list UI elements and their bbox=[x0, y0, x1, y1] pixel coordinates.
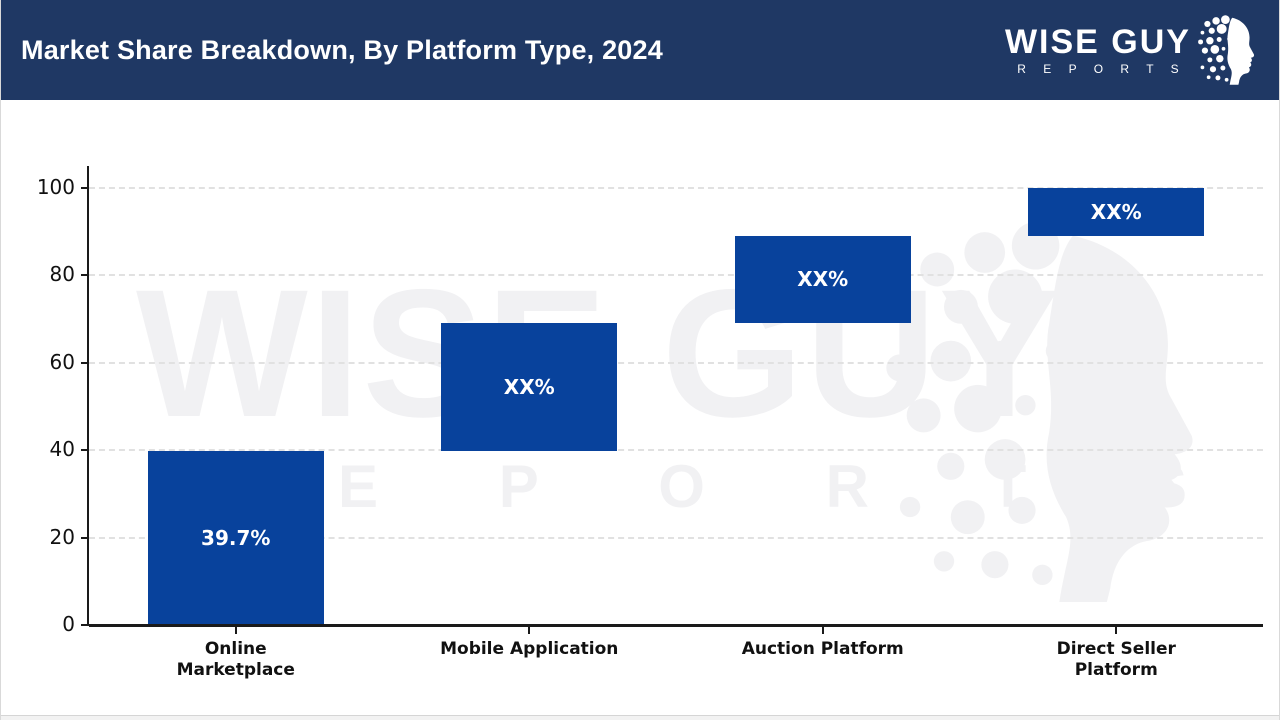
waterfall-bar-mobile-application: XX% bbox=[441, 323, 618, 452]
x-axis-tick-online-marketplace bbox=[234, 627, 237, 634]
waterfall-bar-online-marketplace: 39.7% bbox=[147, 451, 324, 625]
y-axis-label-60: 60 bbox=[49, 349, 75, 374]
y-axis-line bbox=[87, 165, 89, 625]
x-axis-label-direct-seller-platform: Direct Seller Platform bbox=[1056, 639, 1176, 681]
y-axis-tick-100 bbox=[81, 186, 89, 189]
gridline-100 bbox=[89, 186, 1263, 189]
bar-value-label: XX% bbox=[797, 267, 849, 292]
x-axis-tick-direct-seller-platform bbox=[1115, 627, 1118, 634]
bar-value-label: XX% bbox=[503, 375, 555, 400]
y-axis-tick-40 bbox=[81, 449, 89, 451]
y-axis-tick-0 bbox=[81, 624, 89, 626]
gridline-60 bbox=[89, 361, 1263, 364]
x-axis-line bbox=[89, 624, 1263, 627]
waterfall-bar-auction-platform: XX% bbox=[734, 235, 911, 324]
y-axis-label-0: 0 bbox=[62, 612, 75, 636]
wiseguy-logo-reports: R E P O R T S bbox=[1017, 62, 1186, 76]
bottom-border bbox=[1, 715, 1279, 720]
x-axis-label-online-marketplace: Online Marketplace bbox=[176, 639, 295, 681]
x-axis-tick-auction-platform bbox=[821, 627, 824, 634]
wiseguy-logo-brand: WISE GUY bbox=[1004, 23, 1191, 61]
y-axis-label-80: 80 bbox=[49, 262, 75, 286]
bar-value-label: 39.7% bbox=[201, 526, 271, 551]
wiseguy-face-logo-icon bbox=[1198, 15, 1255, 85]
y-axis-label-40: 40 bbox=[49, 437, 75, 461]
bar-value-label: XX% bbox=[1090, 199, 1142, 224]
x-axis-tick-mobile-application bbox=[528, 627, 531, 634]
wiseguy-logo-text: WISE GUY R E P O R T S bbox=[1005, 25, 1191, 75]
y-axis-tick-60 bbox=[81, 361, 89, 364]
y-axis-tick-80 bbox=[81, 274, 89, 276]
gridline-40 bbox=[89, 449, 1263, 451]
x-axis-label-mobile-application: Mobile Application bbox=[440, 639, 619, 659]
page-title: Market Share Breakdown, By Platform Type… bbox=[21, 34, 663, 65]
header-bar: Market Share Breakdown, By Platform Type… bbox=[1, 0, 1279, 100]
y-axis-label-100: 100 bbox=[36, 174, 75, 199]
y-axis-label-20: 20 bbox=[49, 524, 75, 549]
gridline-20 bbox=[89, 536, 1263, 539]
wiseguy-logo: WISE GUY R E P O R T S bbox=[1005, 14, 1257, 86]
y-axis-tick-20 bbox=[81, 536, 89, 539]
x-axis-label-auction-platform: Auction Platform bbox=[741, 639, 904, 659]
waterfall-bar-direct-seller-platform: XX% bbox=[1028, 187, 1205, 236]
gridline-80 bbox=[89, 274, 1263, 276]
